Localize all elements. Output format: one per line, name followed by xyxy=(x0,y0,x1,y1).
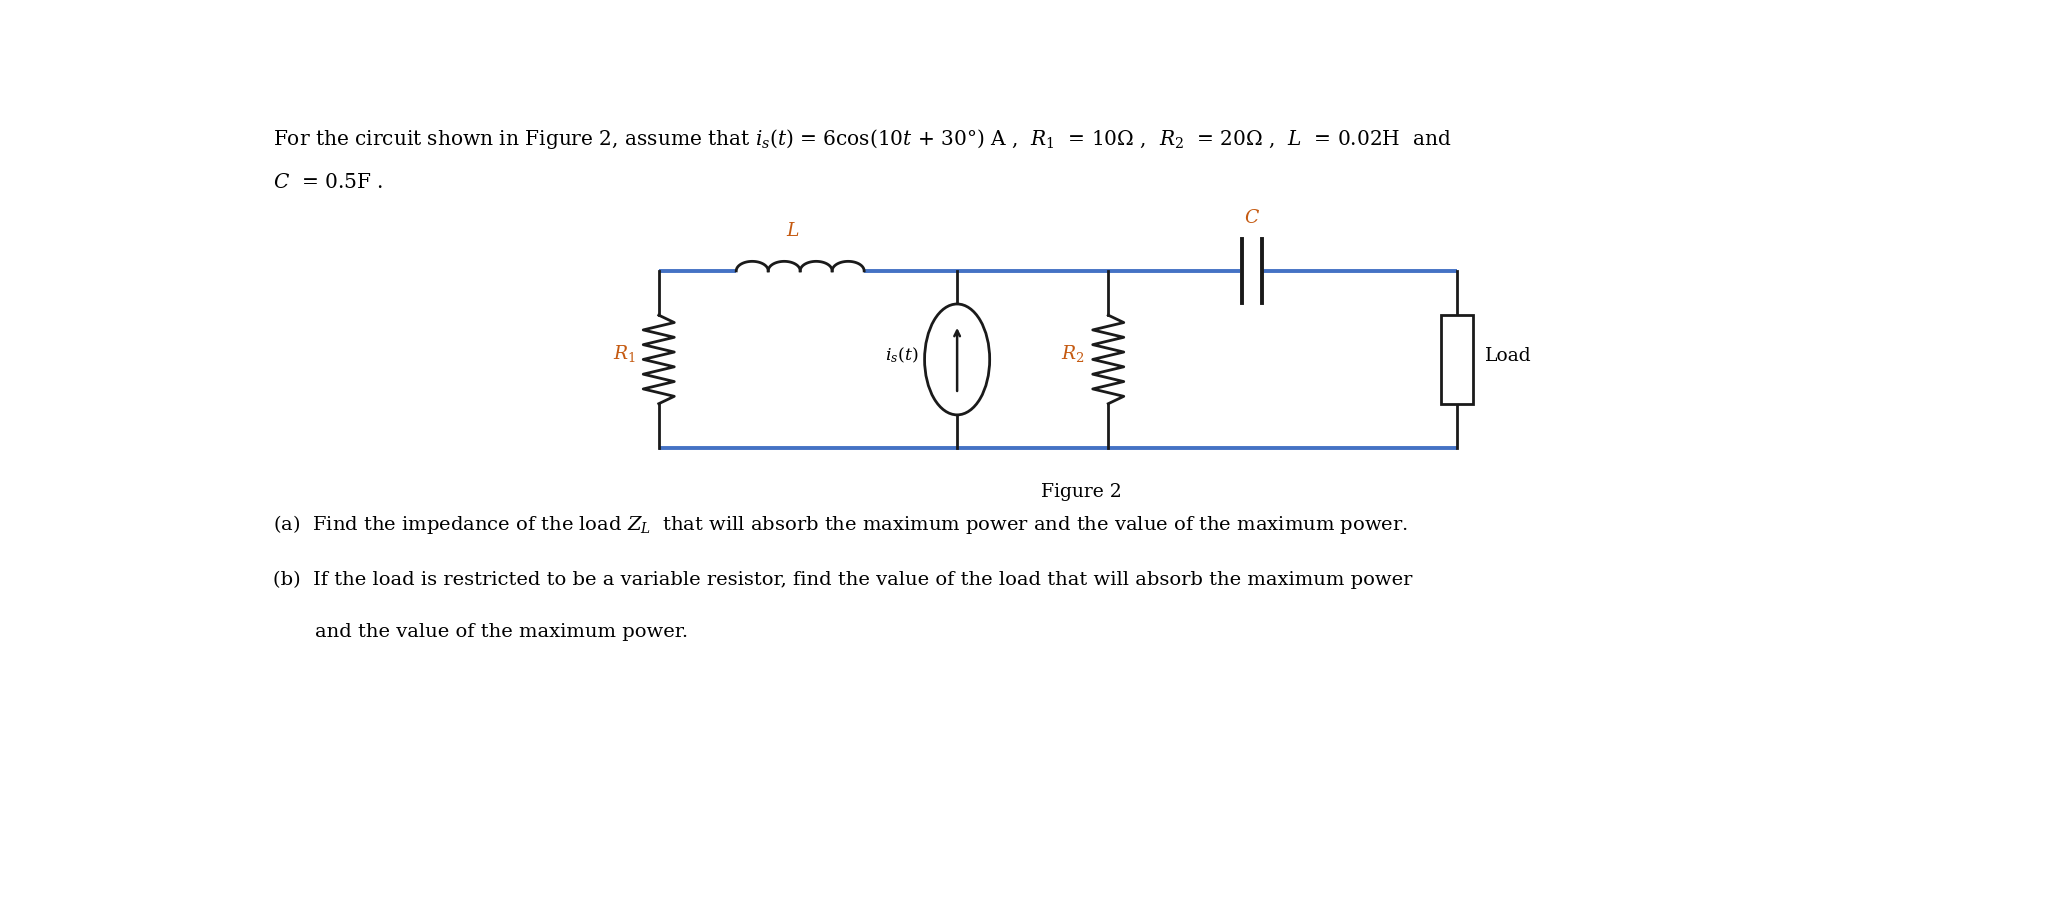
Text: $C$  = 0.5F .: $C$ = 0.5F . xyxy=(272,173,383,192)
Text: For the circuit shown in Figure 2, assume that $i_s$($t$) = 6cos(10$t$ + 30°) A : For the circuit shown in Figure 2, assum… xyxy=(272,126,1451,151)
Text: (b)  If the load is restricted to be a variable resistor, find the value of the : (b) If the load is restricted to be a va… xyxy=(272,571,1412,589)
Bar xyxy=(1440,315,1473,404)
Text: $i_s(t)$: $i_s(t)$ xyxy=(886,346,919,365)
Text: $L$: $L$ xyxy=(786,222,800,240)
Text: $R_1$: $R_1$ xyxy=(612,343,636,364)
Text: $R_2$: $R_2$ xyxy=(1062,343,1084,364)
Ellipse shape xyxy=(925,304,990,415)
Text: $C$: $C$ xyxy=(1244,209,1260,227)
Text: Load: Load xyxy=(1485,346,1532,364)
Text: and the value of the maximum power.: and the value of the maximum power. xyxy=(315,623,690,640)
Text: Figure 2: Figure 2 xyxy=(1041,483,1121,501)
Text: (a)  Find the impedance of the load $Z_L$  that will absorb the maximum power an: (a) Find the impedance of the load $Z_L$… xyxy=(272,513,1408,536)
